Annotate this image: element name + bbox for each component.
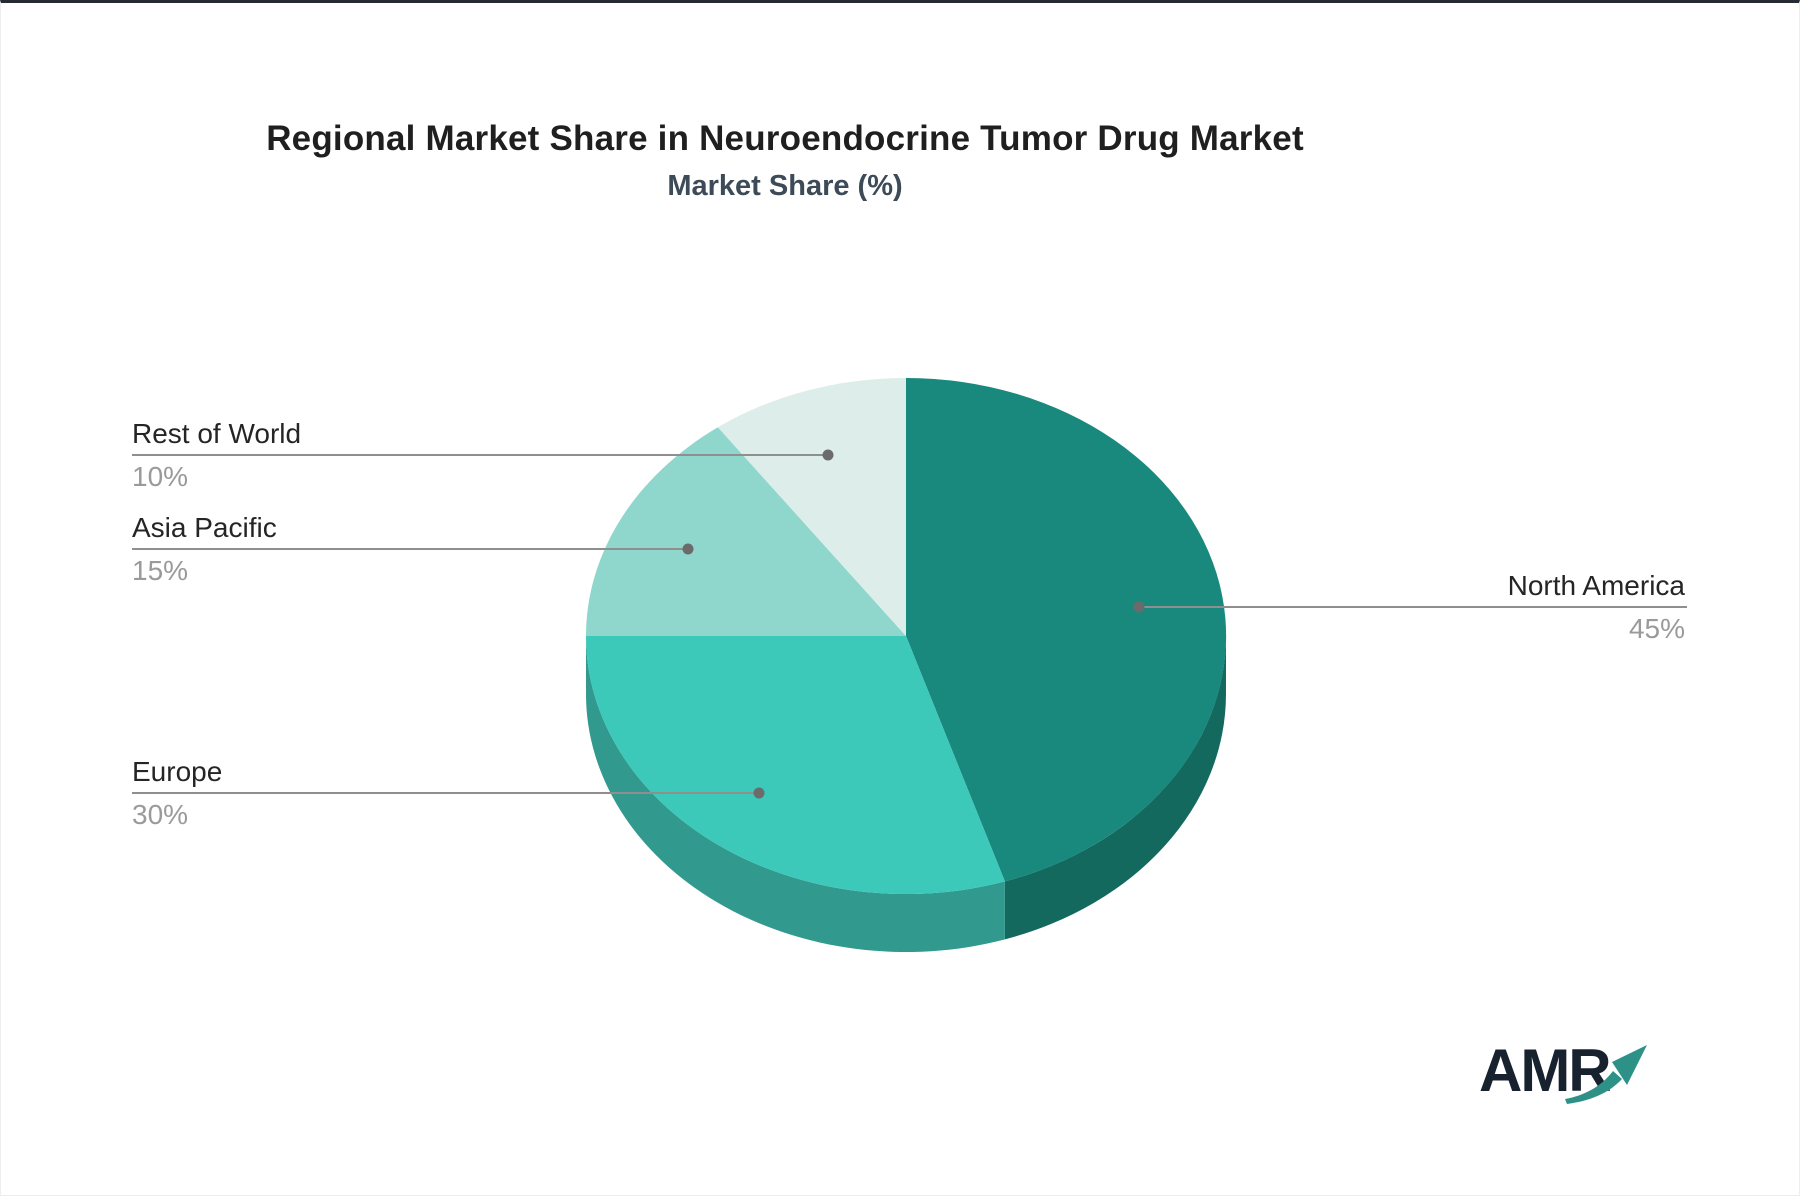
amr-logo: AMR — [1479, 1039, 1679, 1119]
chart-subtitle: Market Share (%) — [667, 170, 903, 202]
segment-label: Europe — [132, 756, 223, 787]
segment-value: 15% — [132, 555, 189, 586]
callout-asia-pacific: Asia Pacific 15% — [132, 512, 552, 585]
chart-title: Regional Market Share in Neuroendocrine … — [266, 119, 1304, 158]
callout-north-america: North America 45% — [1265, 570, 1685, 643]
segment-label: North America — [1507, 570, 1685, 601]
pie-chart[interactable] — [1, 3, 1800, 1196]
segment-label: Rest of World — [132, 418, 302, 449]
segment-label: Asia Pacific — [132, 512, 277, 543]
trend-up-arrow-icon — [1565, 1045, 1647, 1104]
segment-value: 45% — [1628, 613, 1685, 644]
callout-rest-of-world: Rest of World 10% — [132, 418, 552, 491]
segment-value: 10% — [132, 461, 189, 492]
callout-europe: Europe 30% — [132, 756, 552, 829]
segment-value: 30% — [132, 799, 189, 830]
